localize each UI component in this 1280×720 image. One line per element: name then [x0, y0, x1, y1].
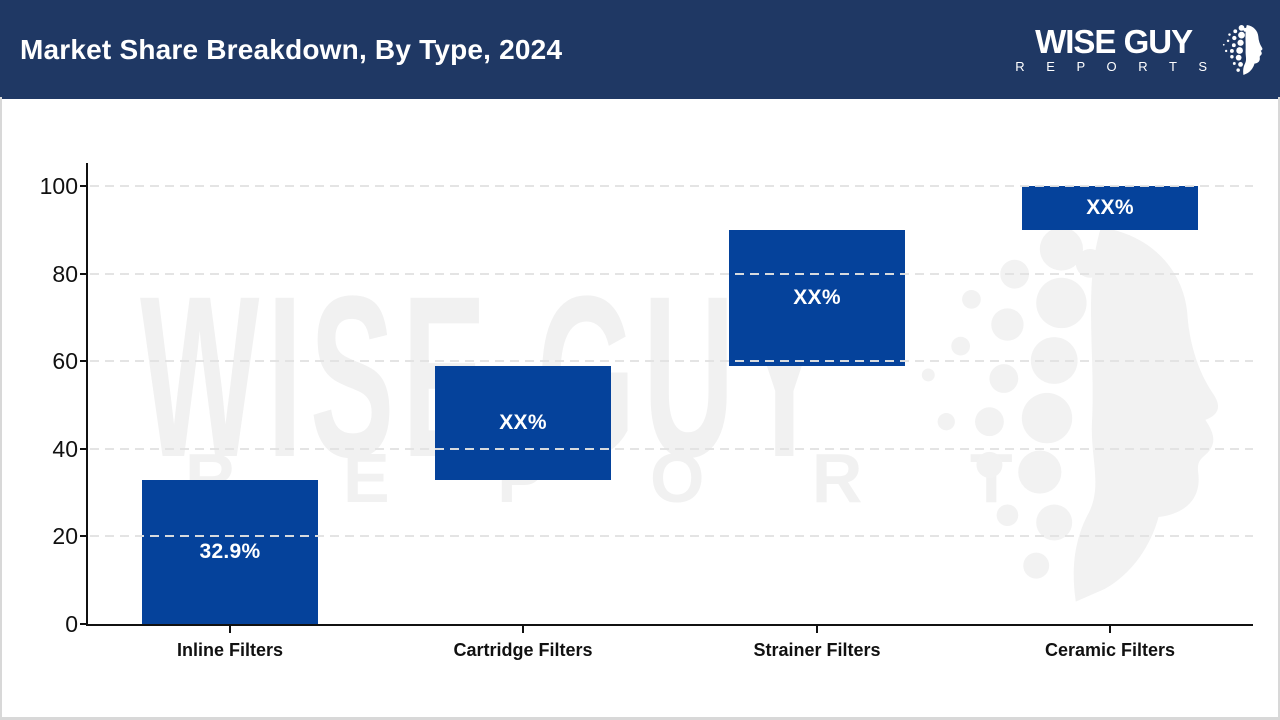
gridline: [90, 272, 1253, 275]
bar: 32.9%: [142, 479, 318, 624]
y-tick-label: 80: [52, 260, 78, 287]
x-tick-mark: [229, 626, 231, 633]
header: Market Share Breakdown, By Type, 2024 WI…: [0, 0, 1280, 99]
x-tick-label: Inline Filters: [176, 640, 284, 660]
y-tick-mark: [80, 185, 88, 187]
bar: XX%: [1022, 186, 1198, 230]
brand-wordmark: WISE GUY R E P O R T S: [1011, 22, 1216, 75]
bar-value-label: XX%: [793, 285, 841, 309]
gridline: [90, 185, 1253, 187]
y-tick-mark: [80, 535, 88, 538]
x-tick-label: Ceramic Filters: [1044, 640, 1176, 660]
brand-reports: R E P O R T S: [1015, 58, 1216, 74]
y-tick-label: 40: [52, 435, 78, 462]
y-axis-line: [86, 163, 88, 626]
watermark-reports: R E P O R T S: [185, 439, 1211, 517]
bar: XX%: [729, 229, 905, 366]
x-axis-line: [86, 624, 1253, 626]
gridline: [90, 447, 1253, 450]
bar: XX%: [435, 365, 611, 480]
page-title: Market Share Breakdown, By Type, 2024: [20, 33, 563, 65]
y-tick-label: 100: [39, 173, 78, 199]
y-tick-mark: [80, 272, 88, 275]
x-tick-label: Strainer Filters: [753, 640, 881, 660]
x-tick-mark: [1109, 626, 1111, 633]
y-tick-mark: [80, 447, 88, 450]
y-tick-label: 20: [52, 523, 78, 550]
x-tick-mark: [522, 626, 524, 633]
y-tick-mark: [80, 360, 88, 363]
bar-value-label: 32.9%: [199, 539, 261, 563]
y-tick-label: 0: [65, 611, 78, 637]
y-tick-label: 60: [52, 348, 78, 375]
gridline: [90, 535, 1253, 538]
y-tick-mark: [80, 623, 88, 625]
bar-value-label: XX%: [499, 410, 547, 434]
brand-logo: WISE GUY R E P O R T S: [1011, 13, 1266, 87]
bar-value-label: XX%: [1086, 195, 1134, 219]
x-tick-mark: [816, 626, 818, 633]
gridline: [90, 360, 1253, 363]
x-tick-label: Cartridge Filters: [453, 640, 593, 660]
brand-name: WISE GUY: [1035, 22, 1193, 60]
brand-head-icon: [1218, 13, 1266, 87]
